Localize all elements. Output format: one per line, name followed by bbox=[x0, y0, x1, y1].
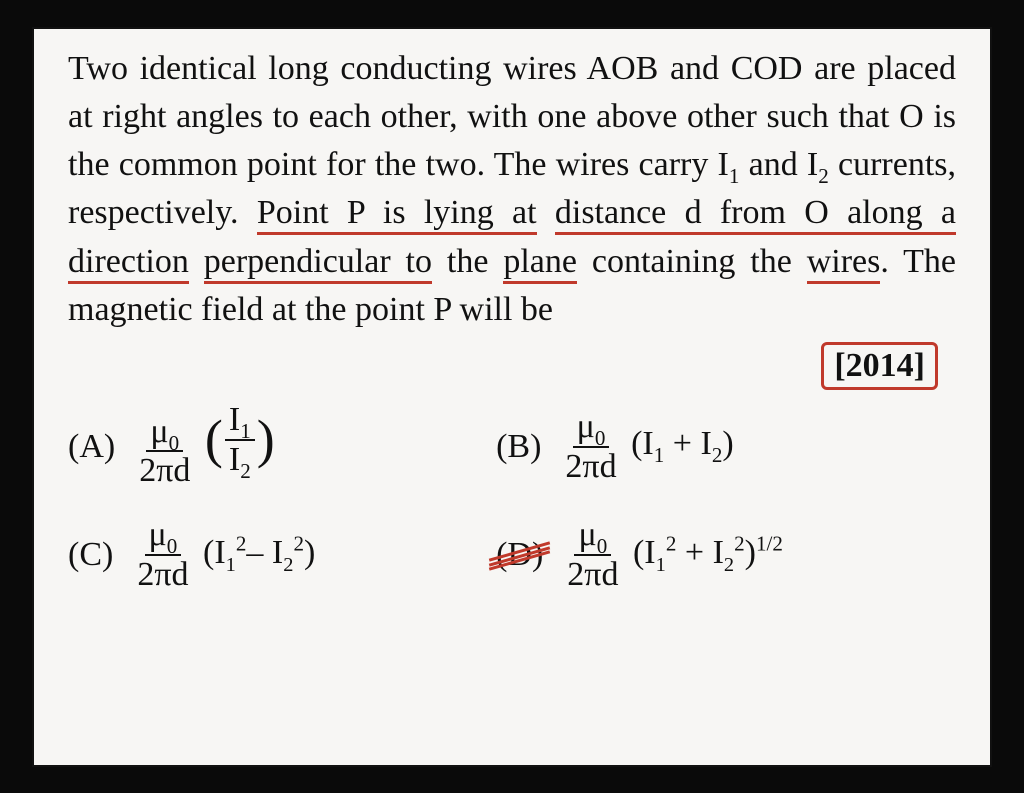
mu-c: μ bbox=[149, 516, 167, 553]
I1-sub-a: 1 bbox=[240, 419, 251, 443]
option-c-label: (C) bbox=[68, 536, 113, 574]
option-c[interactable]: (C) μ0 2πd (I12– I22) bbox=[68, 517, 486, 592]
q-ul-c: perpendicular to bbox=[204, 243, 432, 284]
I-b1: I bbox=[642, 425, 653, 462]
option-b[interactable]: (B) μ0 2πd (I1 + I2) bbox=[496, 409, 956, 484]
q-mid: the bbox=[432, 243, 503, 280]
I-d1: I bbox=[644, 534, 655, 571]
question-text: Two identical long conducting wires AOB … bbox=[68, 45, 956, 335]
den-2pid-c: 2πd bbox=[133, 556, 192, 593]
den-2pid-b: 2πd bbox=[561, 448, 620, 485]
option-b-label: (B) bbox=[496, 428, 541, 466]
year-badge: [2014] bbox=[821, 342, 938, 390]
den-2pid: 2πd bbox=[135, 452, 194, 489]
mu-sub-c: 0 bbox=[167, 534, 178, 558]
I1-sq-c: 2 bbox=[236, 531, 247, 555]
page: Two identical long conducting wires AOB … bbox=[32, 27, 992, 767]
I2-sq-d: 2 bbox=[734, 531, 745, 555]
frac-mu-2pid: μ0 2πd bbox=[135, 414, 194, 489]
I-b2: I bbox=[700, 425, 711, 462]
option-d-label: (D) bbox=[496, 536, 543, 574]
I2-sub-b: 2 bbox=[712, 443, 723, 467]
options-grid: (A) μ0 2πd ( I1 I2 ) (B) μ0 bbox=[68, 404, 956, 592]
I1-sub-b: 1 bbox=[654, 443, 665, 467]
year-wrap: [2014] bbox=[68, 342, 956, 390]
q-ul-d: plane bbox=[503, 243, 577, 284]
option-c-expr: μ0 2πd (I12– I22) bbox=[131, 517, 315, 592]
option-a-expr: μ0 2πd ( I1 I2 ) bbox=[133, 404, 275, 489]
I1-sq-d: 2 bbox=[666, 531, 677, 555]
q-ul-e: wires bbox=[807, 243, 881, 284]
option-a-label: (A) bbox=[68, 428, 115, 466]
q-i1-sub: 1 bbox=[729, 164, 740, 188]
q-ul-a: Point P is lying at bbox=[257, 194, 537, 235]
option-a[interactable]: (A) μ0 2πd ( I1 I2 ) bbox=[68, 404, 486, 489]
paren-a: ( I1 I2 ) bbox=[205, 402, 275, 477]
q-part4: containing the bbox=[577, 243, 807, 280]
I-d2: I bbox=[713, 534, 724, 571]
den-2pid-d: 2πd bbox=[563, 556, 622, 593]
sum-d: (I12 + I22)1/2 bbox=[633, 534, 783, 571]
I-c2: I bbox=[272, 534, 283, 571]
I-a-den: I bbox=[229, 441, 240, 478]
mu-b: μ bbox=[577, 408, 595, 445]
option-d[interactable]: (D) μ0 2πd (I12 + I22)1/2 bbox=[496, 517, 956, 592]
I-c1: I bbox=[214, 534, 225, 571]
plus-d: + bbox=[676, 534, 712, 571]
I-a-num: I bbox=[229, 401, 240, 438]
I2-sub-a: 2 bbox=[240, 459, 251, 483]
frac-mu-2pid-d: μ0 2πd bbox=[563, 517, 622, 592]
mu-sub-d: 0 bbox=[597, 534, 608, 558]
frac-mu-2pid-c: μ0 2πd bbox=[133, 517, 192, 592]
q-part2: and I bbox=[739, 146, 818, 183]
sum-b: (I1 + I2) bbox=[631, 425, 734, 462]
minus-c: – bbox=[246, 534, 272, 571]
half-d: 1/2 bbox=[756, 531, 783, 555]
option-d-expr: μ0 2πd (I12 + I22)1/2 bbox=[561, 517, 783, 592]
diff-c: (I12– I22) bbox=[203, 534, 315, 571]
frac-mu-2pid-b: μ0 2πd bbox=[561, 409, 620, 484]
mu-d: μ bbox=[578, 516, 596, 553]
mu: μ bbox=[150, 413, 168, 450]
I2-sub-c: 2 bbox=[283, 553, 293, 575]
I2-sq-c: 2 bbox=[293, 531, 304, 555]
option-b-expr: μ0 2πd (I1 + I2) bbox=[559, 409, 733, 484]
I1-sub-d: 1 bbox=[656, 553, 666, 575]
I2-sub-d: 2 bbox=[724, 553, 734, 575]
q-i2-sub: 2 bbox=[818, 164, 829, 188]
I1-sub-c: 1 bbox=[226, 553, 236, 575]
plus-b: + bbox=[664, 425, 700, 462]
frac-i1-i2: I1 I2 bbox=[225, 402, 255, 477]
mu-sub: 0 bbox=[169, 431, 180, 455]
mu-sub-b: 0 bbox=[595, 426, 606, 450]
